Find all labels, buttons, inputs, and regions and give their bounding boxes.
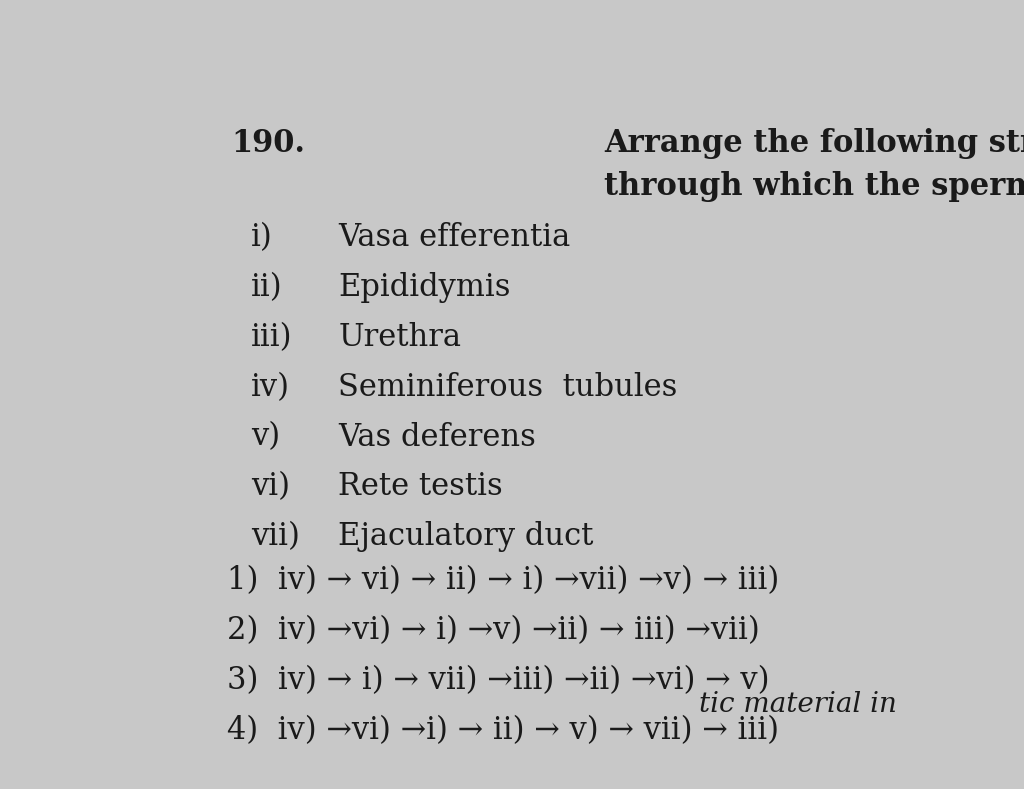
Text: 4)  iv) →vi) →i) → ii) → v) → vii) → iii): 4) iv) →vi) →i) → ii) → v) → vii) → iii) (227, 715, 779, 746)
Text: 190.: 190. (231, 128, 305, 159)
Text: vii): vii) (251, 522, 300, 552)
Text: iv): iv) (251, 372, 290, 402)
Text: vi): vi) (251, 471, 290, 503)
Text: Epididymis: Epididymis (338, 272, 511, 303)
Text: Arrange the following structures in sequence: Arrange the following structures in sequ… (604, 128, 1024, 159)
Text: Ejaculatory duct: Ejaculatory duct (338, 522, 594, 552)
Text: Urethra: Urethra (338, 322, 461, 353)
Text: ii): ii) (251, 272, 283, 303)
Text: Vasa efferentia: Vasa efferentia (338, 222, 570, 253)
Text: through which the sperm moves :: through which the sperm moves : (604, 170, 1024, 202)
Text: v): v) (251, 421, 281, 453)
Text: i): i) (251, 222, 272, 253)
Text: 3)  iv) → i) → vii) →iii) →ii) →vi) → v): 3) iv) → i) → vii) →iii) →ii) →vi) → v) (227, 665, 770, 696)
Text: 1)  iv) → vi) → ii) → i) →vii) →v) → iii): 1) iv) → vi) → ii) → i) →vii) →v) → iii) (227, 566, 779, 596)
Text: Rete testis: Rete testis (338, 471, 503, 503)
Text: tic material in: tic material in (699, 691, 897, 718)
Text: Seminiferous  tubules: Seminiferous tubules (338, 372, 678, 402)
Text: 2)  iv) →vi) → i) →v) →ii) → iii) →vii): 2) iv) →vi) → i) →v) →ii) → iii) →vii) (227, 615, 760, 646)
Text: iii): iii) (251, 322, 293, 353)
Text: Vas deferens: Vas deferens (338, 421, 537, 453)
